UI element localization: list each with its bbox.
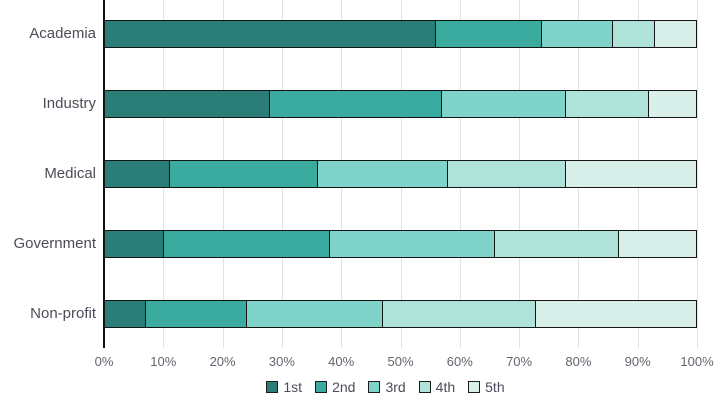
- x-tick-label: 20%: [209, 354, 236, 369]
- bar-non-profit: [104, 300, 697, 328]
- x-tick-label: 40%: [328, 354, 355, 369]
- legend-label: 4th: [435, 379, 456, 395]
- bar-segment-3rd: [441, 91, 566, 117]
- bar-segment-1st: [105, 231, 165, 257]
- bar-segment-4th: [613, 21, 655, 47]
- legend-label: 1st: [283, 379, 303, 395]
- bar-segment-2nd: [435, 21, 543, 47]
- x-tick-label: 30%: [268, 354, 295, 369]
- bar-segment-3rd: [329, 231, 496, 257]
- bar-segment-3rd: [542, 21, 614, 47]
- x-tick-label: 100%: [680, 354, 714, 369]
- legend-swatch-2nd: [315, 381, 328, 393]
- bar-segment-2nd: [270, 91, 442, 117]
- bar-segment-4th: [447, 161, 566, 187]
- bar-segment-3rd: [317, 161, 448, 187]
- bar-segment-1st: [105, 91, 271, 117]
- bar-segment-2nd: [164, 231, 330, 257]
- gridline: [697, 0, 698, 348]
- bar-segment-1st: [105, 301, 147, 327]
- legend-label: 5th: [485, 379, 505, 395]
- legend-swatch-1st: [266, 381, 279, 393]
- category-label-academia: Academia: [29, 25, 96, 42]
- x-tick-label: 10%: [150, 354, 177, 369]
- category-label-industry: Industry: [42, 95, 96, 112]
- category-label-non-profit: Non-profit: [30, 305, 96, 322]
- x-tick-label: 50%: [387, 354, 414, 369]
- bar-government: [104, 230, 697, 258]
- bar-segment-5th: [619, 231, 696, 257]
- legend-item-4th: 4th: [418, 379, 456, 395]
- x-tick-label: 0%: [94, 354, 114, 369]
- bar-segment-4th: [382, 301, 537, 327]
- bar-segment-5th: [536, 301, 696, 327]
- legend-item-1st: 1st: [266, 379, 302, 395]
- legend-swatch-5th: [468, 381, 481, 393]
- bar-segment-1st: [105, 21, 436, 47]
- bar-segment-5th: [565, 161, 696, 187]
- x-tick-label: 70%: [506, 354, 533, 369]
- legend-label: 3rd: [385, 379, 406, 395]
- bar-medical: [104, 160, 697, 188]
- bar-segment-5th: [648, 91, 696, 117]
- bar-segment-5th: [654, 21, 696, 47]
- bar-academia: [104, 20, 697, 48]
- bar-segment-1st: [105, 161, 170, 187]
- category-label-government: Government: [13, 235, 96, 252]
- x-tick-label: 90%: [624, 354, 651, 369]
- bar-industry: [104, 90, 697, 118]
- category-label-medical: Medical: [44, 165, 96, 182]
- bar-segment-2nd: [146, 301, 247, 327]
- bar-segment-4th: [565, 91, 649, 117]
- legend-swatch-4th: [418, 381, 431, 393]
- x-tick-label: 60%: [446, 354, 473, 369]
- x-tick-label: 80%: [565, 354, 592, 369]
- legend-label: 2nd: [332, 379, 356, 395]
- legend-item-2nd: 2nd: [315, 379, 355, 395]
- legend-item-3rd: 3rd: [368, 379, 406, 395]
- bar-segment-3rd: [246, 301, 383, 327]
- legend: 1st 2nd 3rd 4th 5th: [0, 379, 719, 395]
- legend-swatch-3rd: [368, 381, 381, 393]
- bar-segment-4th: [495, 231, 620, 257]
- bar-segment-2nd: [170, 161, 318, 187]
- legend-item-5th: 5th: [468, 379, 505, 395]
